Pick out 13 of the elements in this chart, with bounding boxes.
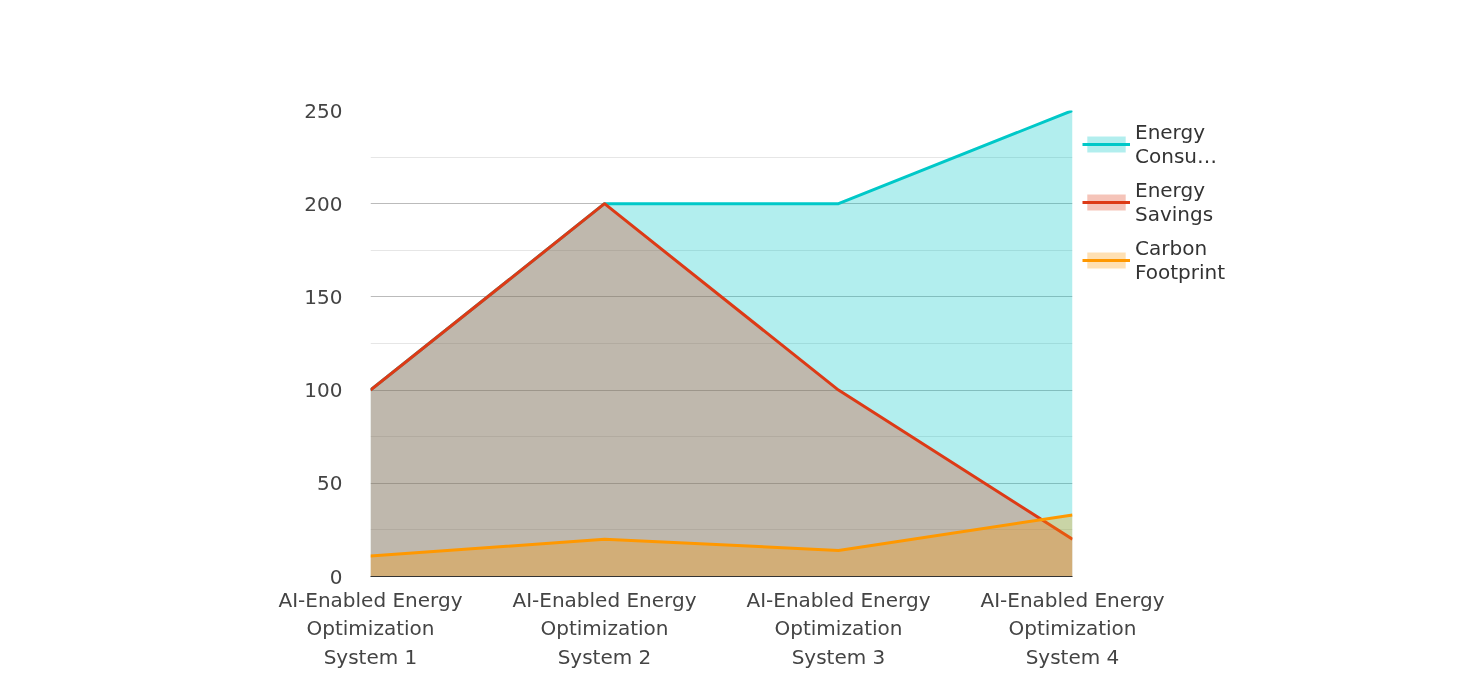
legend-label: Energy Consu… <box>1135 120 1217 168</box>
y-tick-label: 250 <box>304 98 343 123</box>
y-tick-label: 50 <box>317 471 343 496</box>
y-tick-label: 100 <box>304 378 343 403</box>
y-tick-label: 0 <box>329 564 343 589</box>
y-tick-label: 200 <box>304 191 343 216</box>
legend-label: Carbon Footprint <box>1135 236 1226 284</box>
y-tick-label: 150 <box>304 284 343 309</box>
x-tick-label: AI-Enabled Energy Optimization System 3 <box>746 587 931 670</box>
x-tick-label: AI-Enabled Energy Optimization System 4 <box>980 587 1165 670</box>
x-tick-label: AI-Enabled Energy Optimization System 2 <box>512 587 697 670</box>
x-tick-label: AI-Enabled Energy Optimization System 1 <box>278 587 463 670</box>
legend-label: Energy Savings <box>1135 178 1214 226</box>
